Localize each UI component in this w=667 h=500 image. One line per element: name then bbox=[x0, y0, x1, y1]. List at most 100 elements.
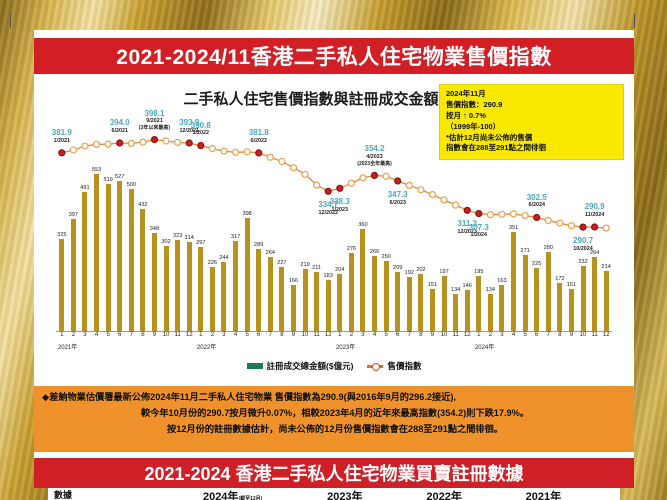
line-marker bbox=[301, 170, 309, 178]
line-marker bbox=[544, 216, 552, 225]
point-date: 1/2021 bbox=[53, 137, 71, 144]
bar bbox=[151, 232, 157, 332]
point-note: (2023全年最高) bbox=[357, 160, 392, 167]
x-tick-label: 1 bbox=[477, 332, 481, 338]
bar-value-label: 360 bbox=[358, 222, 368, 229]
point-annotation: 334.7 12/2022 bbox=[318, 200, 338, 216]
x-tick-label: 9 bbox=[291, 332, 296, 338]
bar-value-label: 271 bbox=[520, 247, 530, 254]
bar-value-label: 264 bbox=[265, 249, 275, 256]
x-tick-label: 12 bbox=[602, 332, 610, 338]
point-value: 354.2 bbox=[364, 144, 385, 154]
x-tick-label: 8 bbox=[280, 332, 284, 338]
bottom-banner-title: 2021-2024 香港二手私人住宅物業買賣註冊數據 bbox=[144, 464, 524, 484]
bar-value-label: 276 bbox=[346, 246, 357, 253]
line-marker bbox=[486, 211, 494, 219]
x-tick-label: 11 bbox=[313, 332, 320, 338]
bar-value-label: 323 bbox=[172, 232, 183, 239]
line-marker bbox=[382, 172, 390, 180]
x-tick-label: 3 bbox=[83, 332, 87, 338]
bar-value-label: 398 bbox=[242, 211, 252, 218]
x-tick-label: 12 bbox=[185, 332, 193, 338]
bar-value-label: 325 bbox=[57, 232, 67, 239]
bar bbox=[464, 290, 470, 332]
bar bbox=[279, 267, 285, 332]
line-marker bbox=[405, 181, 413, 190]
point-annotation: 302.5 6/2024 bbox=[526, 192, 547, 209]
x-tick-label: 5 bbox=[245, 332, 249, 338]
legend-item-price-index: 售價指數 bbox=[367, 360, 421, 372]
crop-mark-top-left bbox=[10, 14, 11, 28]
x-axis-year-label: 2023年 bbox=[335, 345, 356, 351]
x-tick-label: 6 bbox=[118, 332, 122, 338]
chart-panel: 二手私人住宅售價指數與註冊成交金額 2024年11月 售價指數：290.9 按月… bbox=[34, 74, 634, 380]
callout-line-4: （1999年-100） bbox=[446, 121, 501, 131]
bar bbox=[441, 275, 447, 332]
bar bbox=[244, 218, 250, 332]
bar bbox=[175, 239, 181, 332]
note-line-3: 按12月份的註冊數據估計，尚未公佈的12月份售價指數會在288至291點之間徘徊… bbox=[167, 423, 503, 434]
bar-value-label: 209 bbox=[393, 265, 403, 272]
bar-value-label: 397 bbox=[68, 211, 79, 218]
footer-col-2024-label: 2024年 bbox=[202, 491, 239, 500]
bar bbox=[603, 270, 609, 332]
line-marker bbox=[116, 139, 124, 147]
point-annotation: 338.3 1/2023 bbox=[330, 198, 350, 214]
x-tick-label: 2 bbox=[488, 332, 493, 338]
line-marker bbox=[220, 147, 228, 155]
bar-value-label: 197 bbox=[439, 268, 449, 275]
bar-value-label: 500 bbox=[126, 182, 136, 189]
line-marker bbox=[289, 164, 298, 172]
line-marker bbox=[162, 137, 170, 145]
point-date: 6/2024 bbox=[528, 202, 545, 209]
footer-col-2024-sub: (截至12月) bbox=[238, 496, 263, 500]
point-annotation: 311.3 12/2023 bbox=[457, 219, 477, 236]
bar-series: 325 397 491 553 519 527 500 432 348 302 323 314 297 2… bbox=[56, 126, 612, 332]
line-marker bbox=[208, 145, 216, 153]
legend-line-swatch-icon bbox=[367, 362, 384, 371]
point-value: 398.1 bbox=[144, 108, 165, 118]
bar-value-label: 232 bbox=[578, 258, 588, 265]
x-axis-line bbox=[56, 331, 612, 332]
bar bbox=[94, 174, 100, 332]
line-marker bbox=[590, 223, 599, 231]
footer-col-2024: 2024年(截至12月) bbox=[203, 488, 327, 500]
bar bbox=[372, 256, 378, 332]
point-value: 302.5 bbox=[526, 192, 547, 202]
x-tick-label: 4 bbox=[233, 332, 238, 338]
bar-value-label: 151 bbox=[566, 281, 577, 288]
x-tick-label: 10 bbox=[440, 332, 448, 338]
line-marker bbox=[231, 148, 240, 156]
x-tick-label: 8 bbox=[558, 332, 562, 338]
bar-value-label: 244 bbox=[219, 255, 229, 262]
bar-value-label: 202 bbox=[416, 267, 426, 274]
footer-col-2022: 2022年 bbox=[426, 491, 462, 500]
line-marker bbox=[452, 201, 460, 209]
line-marker bbox=[370, 171, 379, 180]
point-date: 4/2023 bbox=[366, 154, 383, 161]
page-title-bar: 2021-2024/11香港二手私人住宅物業售價指數 bbox=[34, 38, 634, 74]
point-value: 394.0 bbox=[109, 117, 130, 127]
point-value: 347.3 bbox=[387, 190, 408, 199]
legend-bar-swatch-icon bbox=[246, 363, 263, 369]
point-date: 1/2023 bbox=[331, 207, 349, 214]
x-tick-label: 4 bbox=[511, 332, 516, 338]
callout-box: 2024年11月 售價指數：290.9 按月 ↑ 0.7% （1999年-100… bbox=[439, 84, 624, 161]
point-value: 311.3 bbox=[457, 219, 477, 229]
point-date: 12/2021 bbox=[179, 127, 199, 134]
line-marker bbox=[255, 149, 263, 157]
x-axis-year-label: 2024年 bbox=[474, 345, 495, 351]
bar bbox=[233, 241, 239, 332]
bar bbox=[105, 183, 111, 332]
bar-value-label: 491 bbox=[80, 184, 90, 191]
footer-col-2023: 2023年 bbox=[327, 491, 363, 500]
point-date: 1/2024 bbox=[470, 232, 488, 239]
line-marker bbox=[81, 142, 89, 150]
bar bbox=[290, 284, 296, 332]
bar bbox=[209, 267, 215, 332]
page-title: 2021-2024/11香港二手私人住宅物業售價指數 bbox=[116, 46, 552, 69]
bottom-banner: 2021-2024 香港二手私人住宅物業買賣註冊數據 bbox=[34, 458, 634, 488]
bar-value-label: 317 bbox=[230, 234, 241, 241]
point-value: 307.3 bbox=[468, 222, 489, 232]
bar bbox=[325, 279, 331, 332]
